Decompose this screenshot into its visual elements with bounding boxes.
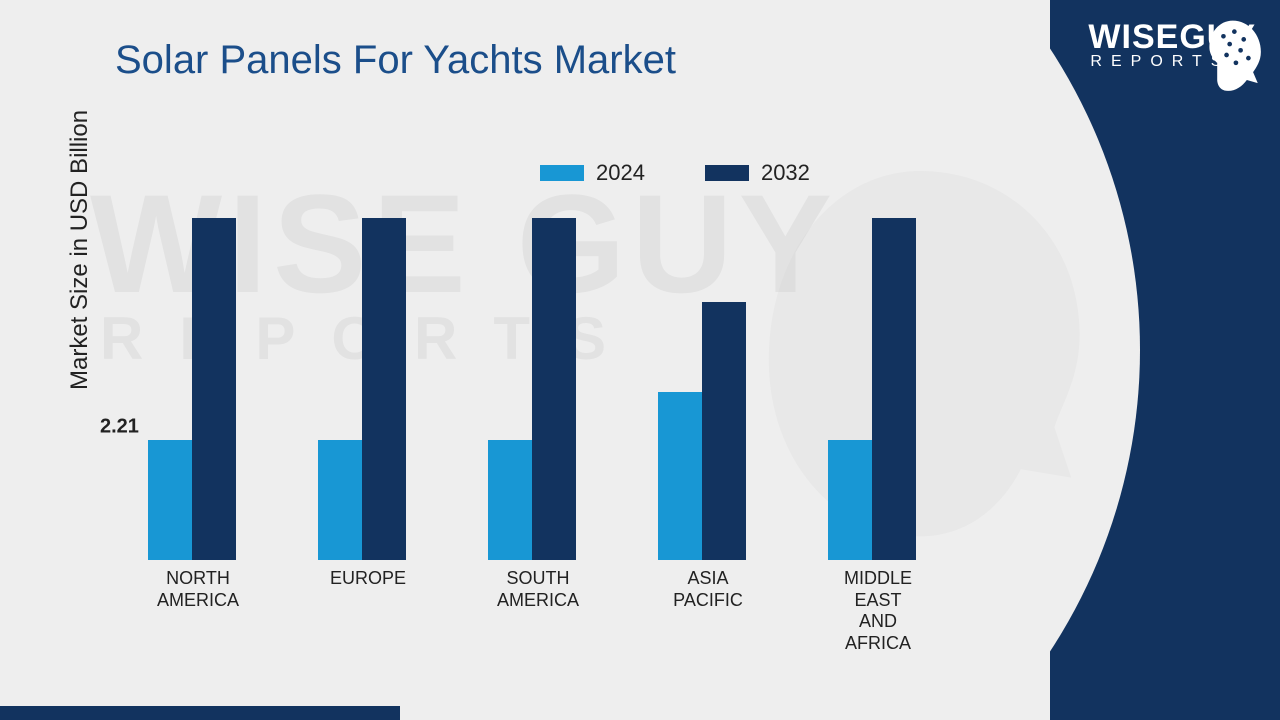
bar [702, 302, 746, 560]
plot-area: NORTHAMERICAEUROPESOUTHAMERICAASIAPACIFI… [148, 200, 998, 560]
legend: 2024 2032 [540, 160, 810, 186]
bar [318, 440, 362, 560]
bar [192, 218, 236, 560]
chart-stage: WISE GUY REPORTS Solar Panels For Yachts… [0, 0, 1280, 720]
legend-item: 2024 [540, 160, 645, 186]
legend-swatch [705, 165, 749, 181]
bar [532, 218, 576, 560]
y-tick-label: 2.21 [100, 416, 139, 439]
category-label: NORTHAMERICA [118, 560, 278, 611]
category-label: SOUTHAMERICA [458, 560, 618, 611]
bottom-accent-strip [0, 706, 400, 720]
brand-head-icon [1186, 16, 1264, 94]
bar [658, 392, 702, 560]
category-label: MIDDLEEASTANDAFRICA [798, 560, 958, 654]
chart-title: Solar Panels For Yachts Market [115, 38, 676, 83]
category-label: ASIAPACIFIC [628, 560, 788, 611]
brand-logo: WISEGUY REPORTS [1088, 18, 1256, 71]
y-axis-label: Market Size in USD Billion [66, 110, 94, 390]
category-label: EUROPE [288, 560, 448, 590]
bar [872, 218, 916, 560]
legend-item: 2032 [705, 160, 810, 186]
legend-swatch [540, 165, 584, 181]
bar [828, 440, 872, 560]
bar [362, 218, 406, 560]
bar [148, 440, 192, 560]
bar [488, 440, 532, 560]
legend-label: 2032 [761, 160, 810, 186]
legend-label: 2024 [596, 160, 645, 186]
